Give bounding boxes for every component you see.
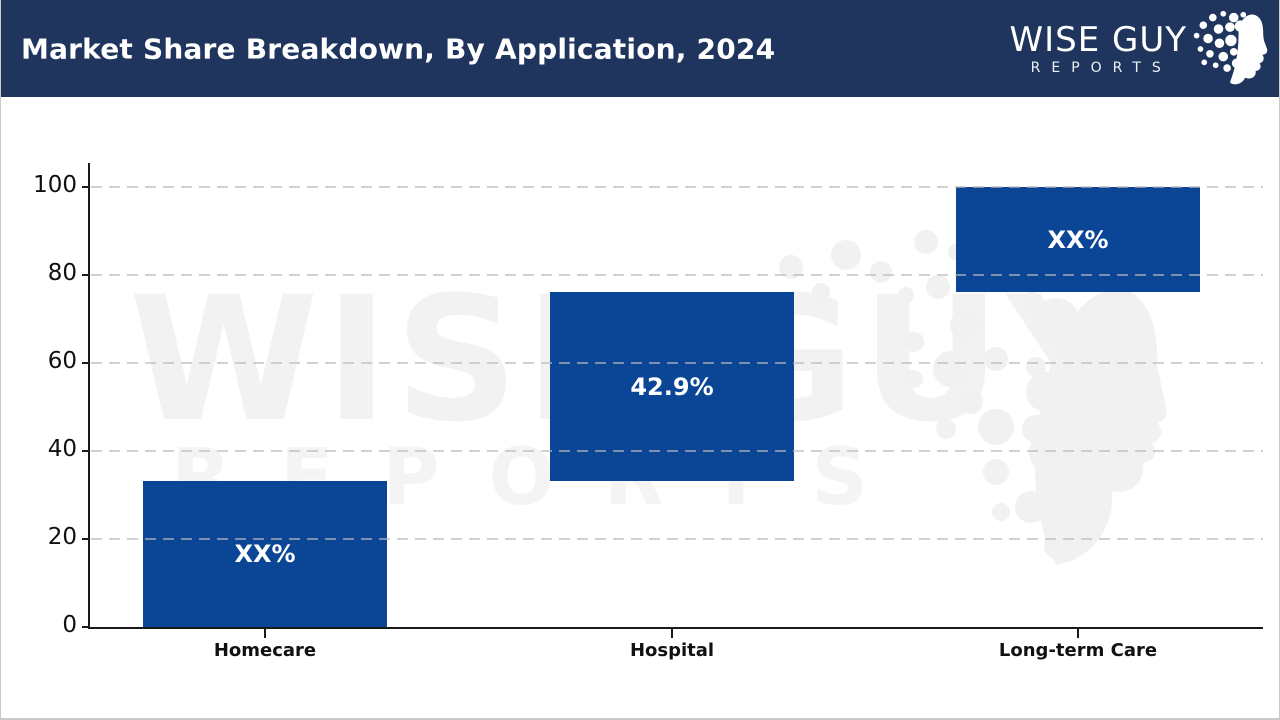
- bar-homecare: [143, 480, 387, 627]
- y-gridline: [91, 450, 1263, 452]
- y-tick-mark: [82, 362, 89, 364]
- logo-face-icon: [1193, 10, 1268, 85]
- y-tick-mark: [82, 626, 89, 628]
- y-tick-label: 80: [47, 260, 77, 286]
- logo-text: WISE GUY REPORTS: [1009, 19, 1187, 77]
- y-gridline: [91, 274, 1263, 276]
- y-tick-mark: [82, 186, 89, 188]
- x-tick-label: Long-term Care: [998, 640, 1158, 661]
- y-tick-label: 0: [62, 612, 77, 638]
- bar-hospital: [550, 292, 794, 481]
- y-tick-mark: [82, 538, 89, 540]
- x-tick-label: Homecare: [213, 640, 317, 661]
- y-tick-label: 100: [33, 172, 77, 198]
- chart-area: WISE GUY REPORTS 0 20 40 60 80 100 XX% Homecare…: [1, 97, 1279, 718]
- y-tick-mark: [82, 274, 89, 276]
- logo-wordmark: WISE GUY: [1009, 19, 1187, 60]
- watermark-face-icon: [779, 230, 1167, 565]
- y-gridline: [91, 186, 1263, 188]
- y-axis-line: [88, 163, 90, 629]
- bar-value-label: 42.9%: [630, 372, 714, 401]
- bar-value-label: XX%: [1047, 225, 1109, 254]
- logo-subtitle: REPORTS: [1030, 60, 1172, 77]
- x-tick-mark: [1077, 629, 1079, 638]
- page-title: Market Share Breakdown, By Application, …: [21, 32, 776, 65]
- y-gridline: [91, 538, 1263, 540]
- header: Market Share Breakdown, By Application, …: [1, 0, 1279, 97]
- y-tick-label: 60: [47, 348, 77, 374]
- y-tick-label: 40: [47, 436, 77, 462]
- y-gridline: [91, 362, 1263, 364]
- x-tick-label: Hospital: [629, 640, 715, 661]
- y-tick-label: 20: [47, 524, 77, 550]
- x-axis-line: [88, 627, 1263, 629]
- x-tick-mark: [264, 629, 266, 638]
- brand-logo: WISE GUY REPORTS: [1009, 7, 1269, 91]
- y-tick-mark: [82, 450, 89, 452]
- x-tick-mark: [671, 629, 673, 638]
- bar-value-label: XX%: [234, 539, 296, 568]
